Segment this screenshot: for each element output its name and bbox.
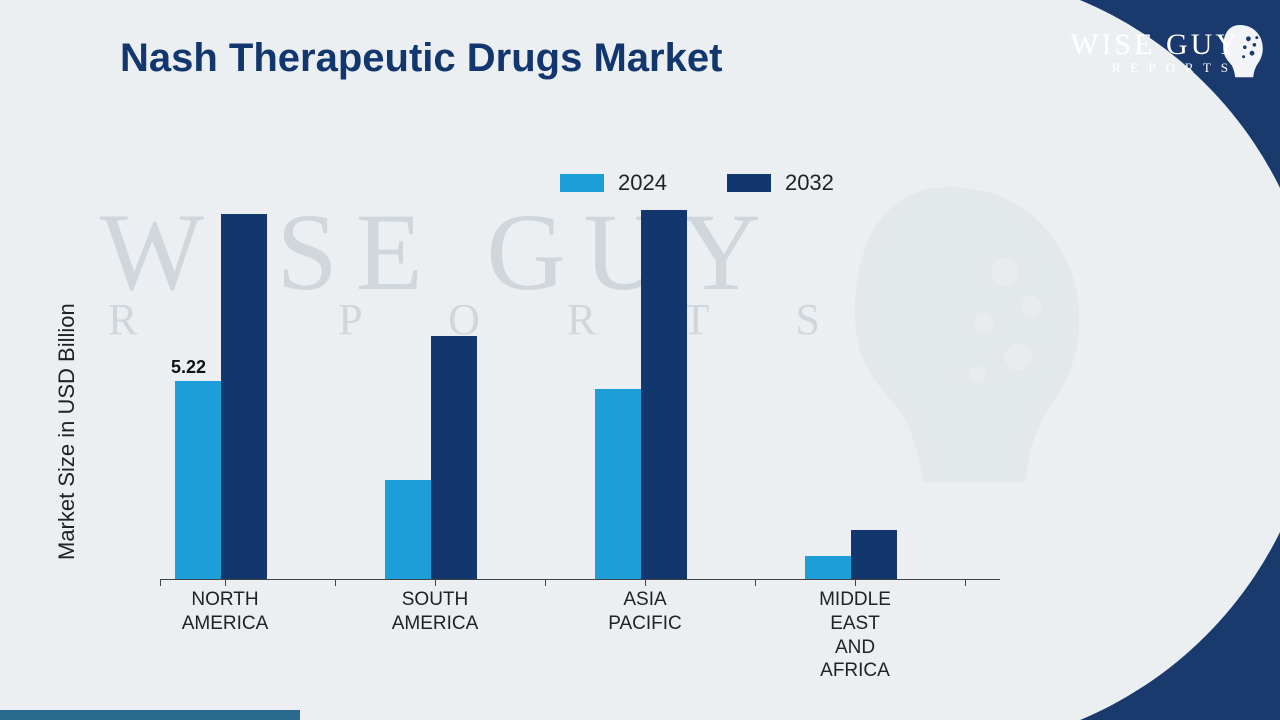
bar-group [375, 200, 495, 580]
x-tick [545, 580, 546, 586]
category-label: MIDDLEEASTANDAFRICA [780, 588, 930, 683]
plot-area: 5.22 [110, 200, 950, 580]
bar [641, 210, 687, 579]
brand-line2: REPORTS [1070, 60, 1240, 76]
legend-label-2024: 2024 [618, 170, 667, 196]
bar [385, 480, 431, 579]
bar-group [795, 200, 915, 580]
x-tick [755, 580, 756, 586]
x-tick [335, 580, 336, 586]
bar-group [165, 200, 285, 580]
bar [175, 381, 221, 579]
brand-logo: WISE GUY REPORTS [1070, 28, 1240, 76]
footer-accent-bar [0, 710, 300, 720]
x-tick [855, 580, 856, 586]
x-tick [225, 580, 226, 586]
bar-group [585, 200, 705, 580]
bar [805, 556, 851, 579]
category-label: NORTHAMERICA [150, 588, 300, 636]
bar [851, 530, 897, 579]
y-axis-label: Market Size in USD Billion [54, 303, 80, 560]
data-label: 5.22 [171, 357, 206, 378]
legend-swatch-2032 [727, 174, 771, 192]
legend: 2024 2032 [560, 170, 834, 196]
x-tick [645, 580, 646, 586]
legend-swatch-2024 [560, 174, 604, 192]
category-label: ASIAPACIFIC [570, 588, 720, 636]
legend-label-2032: 2032 [785, 170, 834, 196]
x-tick [435, 580, 436, 586]
chart-canvas: WISE GUY R E P O R T S WISE GUY REPORTS … [0, 0, 1280, 720]
chart-title: Nash Therapeutic Drugs Market [120, 36, 722, 81]
x-tick [965, 580, 966, 586]
legend-item-2032: 2032 [727, 170, 834, 196]
bar [595, 389, 641, 579]
bar [221, 214, 267, 579]
bar [431, 336, 477, 579]
brand-line1: WISE GUY [1070, 28, 1240, 62]
x-tick [160, 580, 161, 586]
category-label: SOUTHAMERICA [360, 588, 510, 636]
legend-item-2024: 2024 [560, 170, 667, 196]
